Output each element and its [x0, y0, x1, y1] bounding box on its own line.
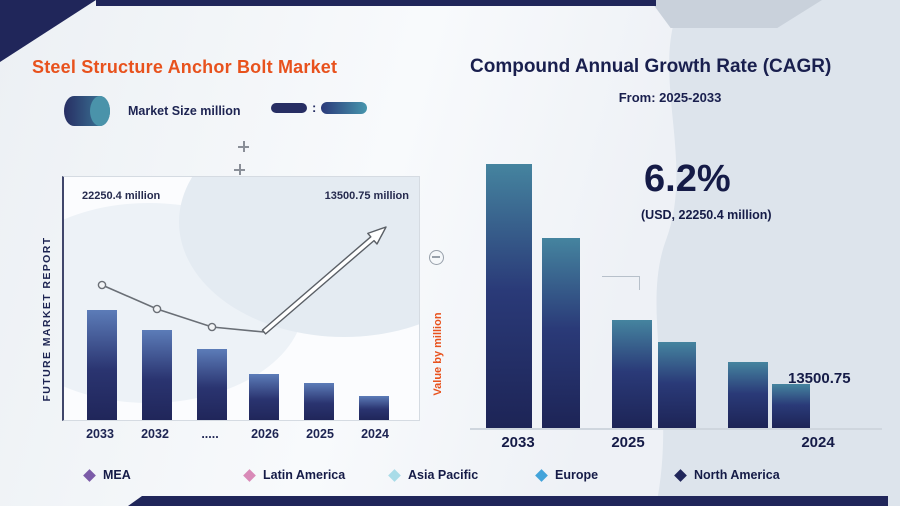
legend-item-mea: MEA: [83, 464, 131, 486]
diamond-icon: [243, 468, 256, 482]
cagr-subtitle: From: 2025-2033: [618, 90, 722, 105]
corner-accent-top-left: [0, 0, 96, 62]
cylinder-icon: [64, 96, 110, 126]
x-label: 2025: [306, 427, 334, 441]
legend-label: Asia Pacific: [408, 468, 479, 482]
cagr-bar-2025-a: [612, 320, 652, 428]
legend-item-north-america: North America: [674, 464, 780, 486]
x-label: 2026: [251, 427, 279, 441]
legend-label: Europe: [555, 468, 599, 482]
cagr-bar-2033-b: [542, 238, 580, 428]
legend-item-europe: Europe: [535, 464, 599, 486]
cagr-2024-value: 13500.75: [788, 370, 851, 387]
market-chart-panel: 22250.4 million 13500.75 million: [62, 176, 420, 421]
diamond-icon: [83, 468, 96, 482]
legend-label: North America: [694, 468, 780, 482]
diamond-icon: [674, 468, 687, 482]
value-axis-label: Value by million: [432, 312, 444, 396]
x-label: .....: [201, 427, 219, 441]
cagr-value: 6.2%: [644, 158, 731, 200]
value-2033-label: 22250.4 million: [82, 190, 161, 202]
trend-overlay: [97, 226, 387, 335]
market-size-label: Market Size million: [128, 104, 241, 118]
cagr-bar-2025-b: [658, 342, 696, 428]
value-2024-label: 13500.75 million: [324, 190, 409, 202]
cagr-chart: [470, 150, 882, 430]
cagr-bar-2024-b: [772, 384, 810, 428]
bar-2026: [249, 374, 279, 420]
bar-2032: [142, 330, 172, 420]
cagr-usd-detail: (USD, 22250.4 million): [641, 208, 772, 222]
cagr-x-axis: 2033 2025 2024: [470, 434, 882, 454]
divider-pills: :: [271, 100, 368, 115]
x-label: 2025: [611, 434, 645, 451]
market-title: Steel Structure Anchor Bolt Market: [32, 57, 338, 77]
market-size-legend: Market Size million: [62, 92, 241, 130]
cagr-title: Compound Annual Growth Rate (CAGR): [470, 56, 832, 77]
x-label: 2032: [141, 427, 169, 441]
bar-mid-years: [197, 349, 227, 420]
market-x-axis: 2033 2032 ..... 2026 2025 2024: [62, 427, 420, 443]
circle-minus-icon: [429, 250, 444, 265]
cagr-bar-2024-a: [728, 362, 768, 428]
bar-2033: [87, 310, 117, 420]
x-label: 2033: [501, 434, 535, 451]
x-label: 2024: [361, 427, 389, 441]
pill-colon: :: [312, 100, 317, 115]
top-edge-strip: [96, 0, 656, 6]
pill-teal: [321, 101, 368, 114]
bar-2024: [359, 396, 389, 420]
plus-icon: [238, 141, 249, 152]
legend-label: Latin America: [263, 468, 346, 482]
region-legend: MEA Latin America Asia Pacific Europe No…: [0, 464, 900, 486]
legend-label: MEA: [103, 468, 131, 482]
x-label: 2024: [801, 434, 835, 451]
bottom-edge-strip: [128, 496, 888, 506]
growth-arrow: [261, 226, 387, 335]
bar-2025: [304, 383, 334, 420]
diamond-icon: [535, 468, 548, 482]
step-decoration: [602, 276, 640, 290]
legend-item-asia-pacific: Asia Pacific: [388, 464, 479, 486]
legend-item-latin-america: Latin America: [243, 464, 346, 486]
x-label: 2033: [86, 427, 114, 441]
future-market-report-label: FUTURE MARKET REPORT: [41, 236, 53, 402]
cagr-bar-2033-a: [486, 164, 532, 428]
pill-navy: [271, 102, 307, 113]
plus-icon: [234, 164, 245, 175]
diamond-icon: [388, 468, 401, 482]
